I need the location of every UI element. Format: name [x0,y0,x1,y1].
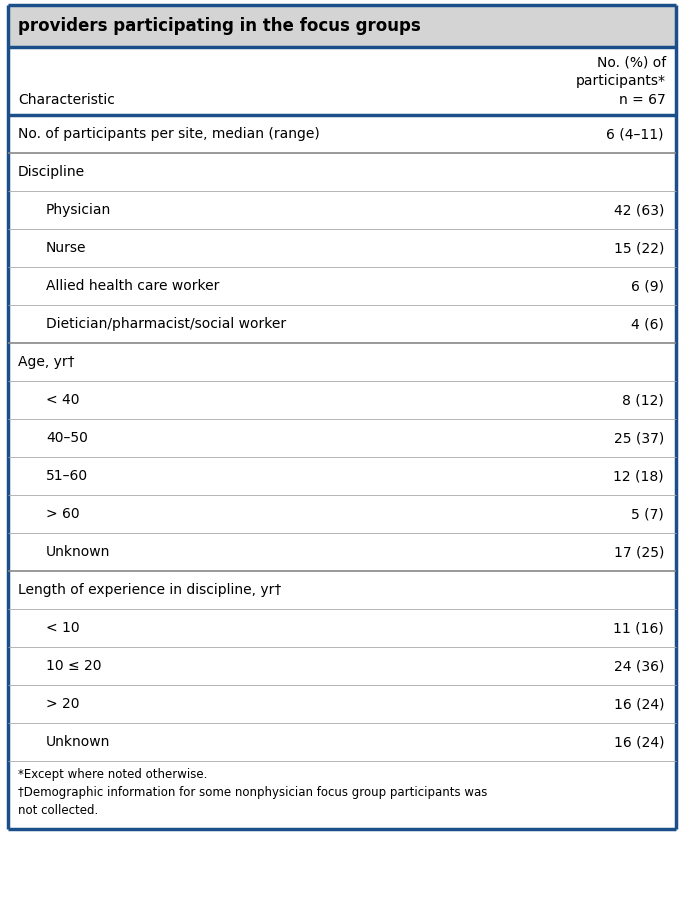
Text: 10 ≤ 20: 10 ≤ 20 [46,659,101,673]
Text: 16 (24): 16 (24) [614,735,664,749]
Text: Unknown: Unknown [46,545,110,559]
Text: 8 (12): 8 (12) [622,393,664,407]
Text: 24 (36): 24 (36) [614,659,664,673]
Text: 15 (22): 15 (22) [614,241,664,255]
Text: Characteristic: Characteristic [18,93,115,107]
Text: †Demographic information for some nonphysician focus group participants was
not : †Demographic information for some nonphy… [18,786,488,816]
Text: 51–60: 51–60 [46,469,88,483]
Text: 5 (7): 5 (7) [631,507,664,521]
Text: 16 (24): 16 (24) [614,697,664,711]
Text: Discipline: Discipline [18,165,85,179]
Text: Length of experience in discipline, yr†: Length of experience in discipline, yr† [18,583,281,597]
Text: providers participating in the focus groups: providers participating in the focus gro… [18,17,421,35]
Text: No. of participants per site, median (range): No. of participants per site, median (ra… [18,127,319,141]
Text: No. (%) of
participants*
n = 67: No. (%) of participants* n = 67 [576,55,666,107]
Text: > 60: > 60 [46,507,79,521]
Text: Nurse: Nurse [46,241,86,255]
Text: Age, yr†: Age, yr† [18,355,75,369]
Text: Allied health care worker: Allied health care worker [46,279,220,293]
Text: < 10: < 10 [46,621,79,635]
Text: 6 (4–11): 6 (4–11) [607,127,664,141]
Text: 25 (37): 25 (37) [614,431,664,445]
Text: > 20: > 20 [46,697,79,711]
Text: Physician: Physician [46,203,111,217]
Text: 4 (6): 4 (6) [631,317,664,331]
Text: < 40: < 40 [46,393,79,407]
Text: 12 (18): 12 (18) [614,469,664,483]
Text: 11 (16): 11 (16) [614,621,664,635]
Text: Dietician/pharmacist/social worker: Dietician/pharmacist/social worker [46,317,286,331]
Text: 40–50: 40–50 [46,431,88,445]
Text: 6 (9): 6 (9) [631,279,664,293]
Text: 17 (25): 17 (25) [614,545,664,559]
Text: *Except where noted otherwise.: *Except where noted otherwise. [18,768,207,781]
FancyBboxPatch shape [8,5,676,47]
Text: Unknown: Unknown [46,735,110,749]
Text: 42 (63): 42 (63) [614,203,664,217]
